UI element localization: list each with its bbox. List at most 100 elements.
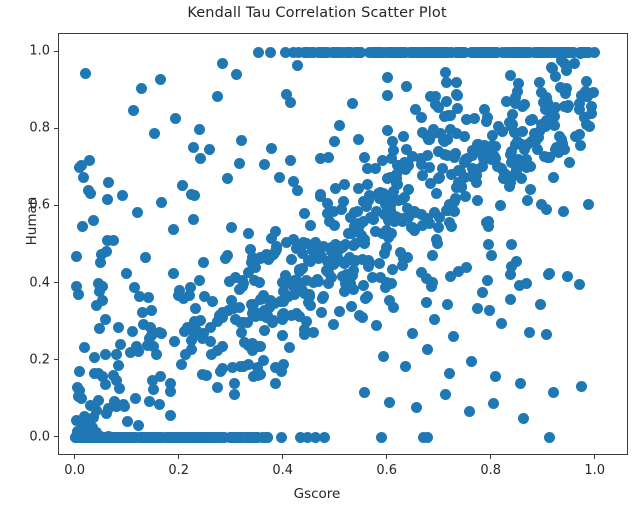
data-point (143, 432, 155, 444)
data-point (338, 257, 350, 269)
data-point (384, 46, 396, 58)
data-point (497, 126, 509, 138)
data-point (340, 268, 352, 280)
data-point (201, 432, 213, 444)
data-point (383, 231, 395, 243)
data-point (229, 432, 241, 444)
data-point (520, 162, 532, 174)
data-point (421, 273, 433, 285)
data-point (499, 169, 511, 181)
data-point (380, 277, 392, 289)
y-tick-mark (54, 436, 58, 438)
data-point (542, 268, 554, 280)
data-point (320, 46, 332, 58)
data-point (85, 400, 97, 412)
data-point (151, 432, 163, 444)
data-point (455, 182, 467, 194)
data-point (313, 46, 325, 58)
data-point (253, 46, 265, 58)
data-point (416, 169, 428, 181)
data-point (115, 339, 127, 351)
data-point (488, 397, 500, 409)
data-point (491, 161, 503, 172)
data-point (385, 204, 397, 216)
data-point (507, 46, 519, 58)
data-point (247, 432, 258, 444)
data-point (154, 432, 166, 444)
data-point (573, 97, 585, 109)
data-point (217, 362, 229, 374)
data-point (156, 197, 168, 209)
data-point (541, 152, 553, 164)
data-point (538, 46, 550, 58)
data-point (520, 154, 532, 166)
data-point (382, 214, 394, 226)
data-point (75, 392, 87, 404)
data-point (170, 432, 182, 444)
data-point (318, 432, 330, 444)
data-point (123, 432, 135, 444)
data-point (318, 46, 330, 58)
data-point (81, 432, 93, 444)
data-point (238, 336, 250, 348)
data-point (247, 338, 259, 350)
data-point (92, 432, 104, 444)
data-point (481, 115, 493, 127)
data-point (116, 432, 128, 444)
data-point (540, 92, 552, 104)
data-point (439, 46, 451, 58)
data-point (243, 339, 255, 351)
data-point (121, 432, 133, 444)
data-point (131, 432, 143, 444)
data-point (83, 432, 95, 444)
data-point (504, 116, 516, 128)
data-point (440, 96, 452, 108)
data-point (546, 46, 558, 58)
data-point (517, 101, 529, 113)
data-point (234, 317, 246, 329)
data-point (576, 46, 588, 58)
data-point (224, 432, 236, 444)
data-point (118, 398, 130, 410)
data-point (490, 46, 502, 58)
data-point (112, 360, 124, 372)
data-point (209, 432, 221, 444)
data-point (155, 327, 167, 339)
data-point (384, 46, 396, 58)
data-point (189, 432, 201, 444)
data-point (336, 46, 348, 58)
data-point (165, 432, 177, 444)
data-point (562, 46, 574, 58)
data-point (229, 388, 241, 400)
data-point (556, 137, 568, 149)
data-point (455, 46, 467, 58)
data-point (322, 152, 334, 163)
data-point (72, 426, 84, 438)
data-point (107, 432, 119, 444)
data-point (505, 269, 517, 281)
data-point (380, 196, 392, 207)
data-point (164, 432, 176, 444)
data-point (326, 272, 338, 284)
data-point (271, 243, 283, 255)
data-point (453, 46, 465, 58)
data-point (501, 46, 513, 58)
data-point (327, 318, 339, 330)
data-point (268, 314, 280, 326)
data-point (555, 46, 567, 58)
data-point (152, 432, 164, 444)
data-point (515, 172, 527, 184)
data-point (222, 173, 233, 185)
data-point (536, 198, 548, 210)
data-point (227, 361, 239, 373)
data-point (146, 375, 158, 387)
data-point (276, 432, 288, 444)
data-point (200, 369, 212, 381)
data-point (96, 249, 108, 261)
data-point (544, 151, 556, 163)
data-point (431, 233, 443, 245)
data-point (167, 268, 179, 279)
data-point (243, 227, 255, 239)
data-point (328, 220, 340, 232)
data-point (148, 432, 160, 444)
